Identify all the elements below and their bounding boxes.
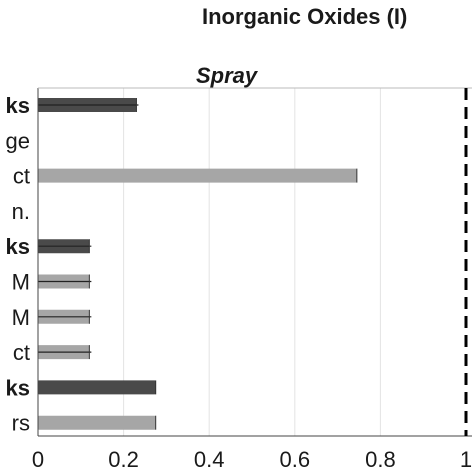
bar xyxy=(38,415,156,430)
x-tick-label: 0.8 xyxy=(365,447,396,472)
category-label: ks xyxy=(6,93,30,118)
x-tick-label: 0.6 xyxy=(280,447,311,472)
category-label: M xyxy=(12,305,30,330)
x-tick-labels: 0 0.2 0.4 0.6 0.8 1 xyxy=(32,447,472,472)
x-tick-label: 0.4 xyxy=(194,447,225,472)
category-label: rs xyxy=(12,411,30,436)
grid-lines xyxy=(123,88,381,436)
x-tick-label: 0 xyxy=(32,447,44,472)
figure-title: Inorganic Oxides (I) xyxy=(202,4,408,29)
category-label: ks xyxy=(6,375,30,400)
category-label: ks xyxy=(6,234,30,259)
panel-title: Spray xyxy=(196,63,258,88)
category-label: n. xyxy=(12,199,30,224)
category-label: M xyxy=(12,270,30,295)
x-tick-label: 0.2 xyxy=(108,447,139,472)
category-label: ct xyxy=(13,164,30,189)
x-tick-label: 1 xyxy=(460,447,472,472)
axes xyxy=(37,87,472,437)
bars xyxy=(38,98,358,430)
bar xyxy=(38,380,156,395)
bar xyxy=(38,168,357,183)
category-label: ge xyxy=(6,128,30,153)
category-label: ct xyxy=(13,340,30,365)
